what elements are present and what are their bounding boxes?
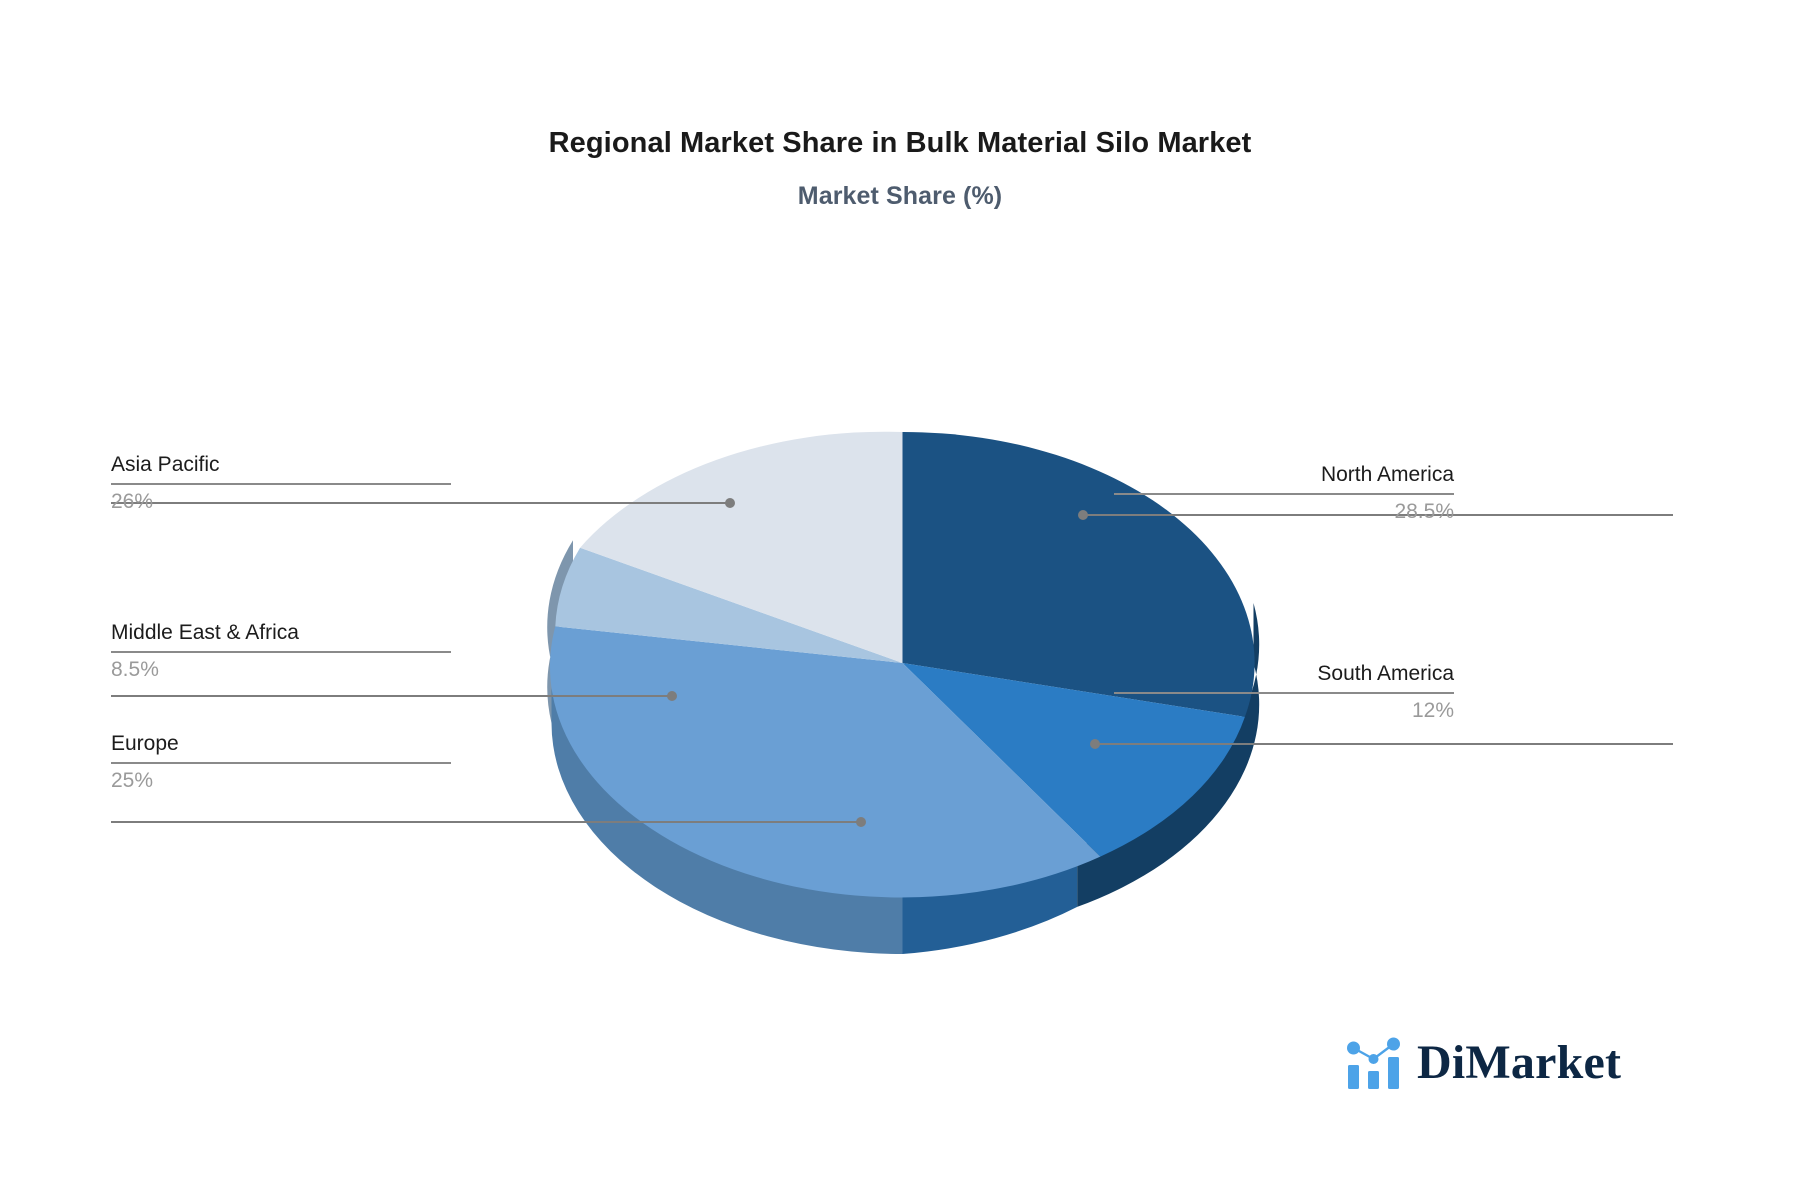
callout-label-middle-east-africa: Middle East & Africa (111, 621, 299, 644)
callout-label-south-america: South America (1317, 662, 1454, 685)
brand-logo[interactable]: DiMarket (1345, 1035, 1621, 1091)
callout-middle-east-africa[interactable]: Middle East & Africa 8.5% (111, 620, 451, 684)
callout-europe[interactable]: Europe 25% (111, 731, 451, 795)
callout-rule-europe (111, 762, 451, 765)
callout-south-america[interactable]: South America 12% (1114, 661, 1454, 725)
pie-top-face (549, 431, 1255, 898)
leader-dot-middle-east-africa (667, 691, 677, 701)
callout-value-south-america: 12% (1411, 699, 1454, 723)
callout-rule-south-america (1114, 692, 1454, 695)
pie-slice-asia-pacific[interactable] (580, 431, 903, 663)
callout-value-asia-pacific: 26% (111, 490, 154, 514)
callout-label-europe: Europe (111, 732, 179, 755)
leader-dot-europe (856, 817, 866, 827)
callout-north-america[interactable]: North America 28.5% (1114, 462, 1454, 526)
pie-slice-europe[interactable] (549, 626, 1101, 898)
callout-label-asia-pacific: Asia Pacific (111, 453, 220, 476)
callout-rule-asia-pacific (111, 483, 451, 486)
pie-leader-lines (111, 498, 1673, 827)
chart-subtitle: Market Share (%) (797, 181, 1003, 210)
leader-dot-south-america (1090, 739, 1100, 749)
logo-wordmark: DiMarket (1417, 1036, 1622, 1089)
pie-depth-wall-europe (551, 663, 903, 954)
page-title: Regional Market Share in Bulk Material S… (548, 127, 1252, 159)
title-block: Regional Market Share in Bulk Material S… (0, 126, 1800, 211)
bar-chart-icon (1347, 1037, 1400, 1089)
leader-dot-asia-pacific (725, 498, 735, 508)
callout-label-north-america: North America (1320, 463, 1454, 486)
pie-slice-north-america[interactable] (902, 431, 1255, 717)
pie-slice-south-america[interactable] (902, 663, 1245, 857)
callout-rule-north-america (1114, 493, 1454, 496)
callout-value-north-america: 28.5% (1394, 500, 1454, 524)
pie-slice-middle-east-africa[interactable] (555, 547, 903, 663)
callout-rule-middle-east-africa (111, 651, 451, 654)
leader-dot-north-america (1078, 510, 1088, 520)
callout-value-europe: 25% (111, 769, 154, 793)
callout-value-middle-east-africa: 8.5% (111, 658, 159, 682)
callout-asia-pacific[interactable]: Asia Pacific 26% (111, 452, 451, 516)
